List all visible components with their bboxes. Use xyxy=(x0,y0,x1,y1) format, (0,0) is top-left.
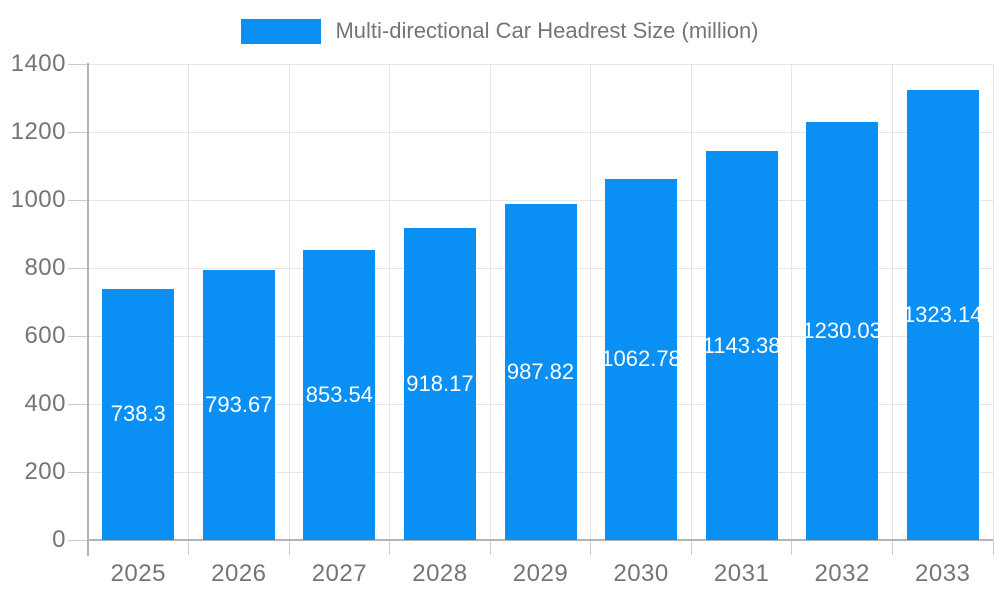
y-axis-tick xyxy=(68,335,88,337)
y-axis-tick-label: 0 xyxy=(52,526,66,553)
bar[interactable] xyxy=(403,227,476,540)
y-axis-tick-label: 400 xyxy=(24,390,66,417)
x-axis-tick-label: 2033 xyxy=(915,560,971,587)
y-axis-tick xyxy=(68,267,88,269)
y-axis-tick-label: 200 xyxy=(24,458,66,485)
gridline-vertical xyxy=(891,64,893,540)
y-axis-tick-label: 1400 xyxy=(10,50,66,77)
gridline-vertical xyxy=(992,64,994,540)
x-axis-tick-label: 2032 xyxy=(814,560,870,587)
gridline-vertical xyxy=(590,64,592,540)
x-axis-tick xyxy=(791,540,793,555)
x-axis-tick-label: 2030 xyxy=(613,560,669,587)
gridline-vertical xyxy=(489,64,491,540)
bar[interactable] xyxy=(102,288,175,540)
x-axis-tick-label: 2025 xyxy=(110,560,166,587)
bar[interactable] xyxy=(705,151,778,540)
gridline-horizontal xyxy=(88,63,993,65)
y-axis-tick xyxy=(68,131,88,133)
y-axis-tick-label: 800 xyxy=(24,254,66,281)
x-axis-tick xyxy=(288,540,290,555)
gridline-horizontal xyxy=(88,199,993,201)
y-axis-tick-label: 600 xyxy=(24,322,66,349)
gridline-horizontal xyxy=(88,131,993,133)
bar[interactable] xyxy=(202,270,275,540)
y-axis-line xyxy=(87,63,89,556)
x-axis-tick-label: 2028 xyxy=(412,560,468,587)
x-axis-tick xyxy=(690,540,692,555)
y-axis-tick xyxy=(68,539,88,541)
x-axis-tick-label: 2031 xyxy=(713,560,770,587)
y-axis-tick xyxy=(68,199,88,201)
y-axis-tick-label: 1000 xyxy=(10,186,66,213)
gridline-vertical xyxy=(188,64,190,540)
legend[interactable]: Multi-directional Car Headrest Size (mil… xyxy=(0,16,1000,46)
bar[interactable] xyxy=(504,204,577,540)
bar[interactable] xyxy=(906,90,979,540)
gridline-vertical xyxy=(791,64,793,540)
x-axis-tick-label: 2029 xyxy=(512,560,569,587)
x-axis-tick xyxy=(590,540,592,555)
bar[interactable] xyxy=(806,121,879,540)
y-axis-tick xyxy=(68,63,88,65)
bar[interactable] xyxy=(303,249,376,540)
gridline-vertical xyxy=(389,64,391,540)
bar[interactable] xyxy=(605,178,678,540)
x-axis-tick xyxy=(992,540,994,555)
x-axis-tick-label: 2026 xyxy=(211,560,267,587)
y-axis-tick xyxy=(68,403,88,405)
y-axis-tick xyxy=(68,471,88,473)
gridline-vertical xyxy=(690,64,692,540)
legend-swatch xyxy=(241,18,322,44)
x-axis-tick xyxy=(891,540,893,555)
x-axis-tick xyxy=(489,540,491,555)
x-axis-tick-label: 2027 xyxy=(311,560,368,587)
gridline-vertical xyxy=(288,64,290,540)
x-axis-tick xyxy=(188,540,190,555)
x-axis-line xyxy=(87,539,993,541)
x-axis-tick xyxy=(389,540,391,555)
y-axis-tick-label: 1200 xyxy=(10,118,66,145)
legend-label: Multi-directional Car Headrest Size (mil… xyxy=(335,18,759,43)
